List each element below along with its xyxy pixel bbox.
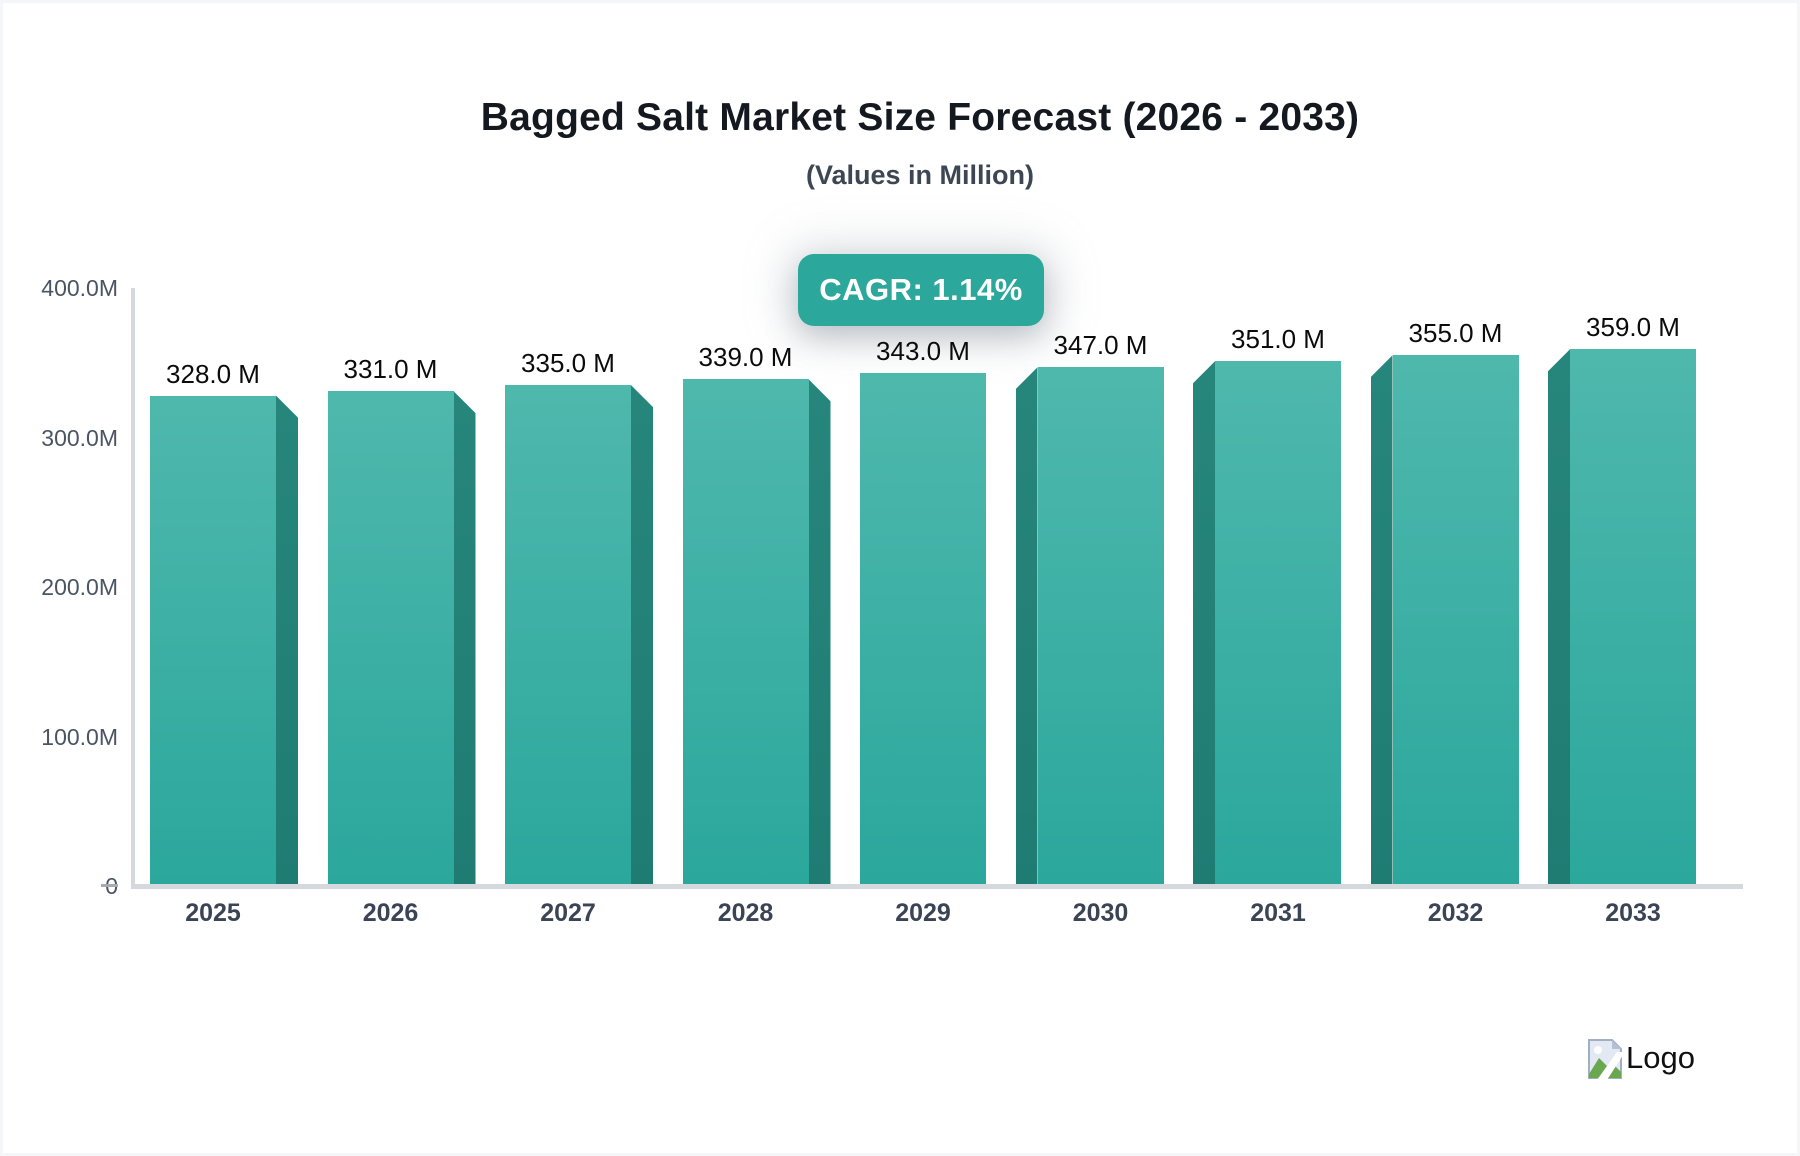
bar-value-label: 359.0 M: [1586, 312, 1680, 343]
x-axis-label: 2025: [185, 899, 241, 927]
x-axis-label: 2026: [362, 899, 419, 927]
zero-tick-mark: [101, 884, 118, 887]
x-axis-label: 2033: [1605, 899, 1661, 927]
x-axis-label: 2030: [1072, 899, 1129, 927]
broken-image-icon: [1588, 1039, 1625, 1080]
bar-face-2028: [682, 379, 809, 886]
y-axis-label: 400.0M: [41, 275, 118, 301]
y-axis-label: 200.0M: [41, 574, 118, 600]
bar-face-2025: [150, 395, 276, 886]
chart-title: Bagged Salt Market Size Forecast (2026 -…: [480, 96, 1360, 139]
bar-side-face: [1193, 361, 1215, 886]
bar-face-2026: [327, 391, 454, 886]
cagr-badge: CAGR: 1.14%: [798, 254, 1044, 326]
bar-side-face: [808, 379, 831, 886]
x-axis-label: 2032: [1427, 899, 1484, 927]
bar-face-2031: [1215, 361, 1341, 886]
bar-face-2029: [860, 373, 986, 886]
bar-value-label: 328.0 M: [166, 358, 260, 389]
bar-value-label: 351.0 M: [1231, 324, 1325, 355]
x-axis-label: 2031: [1250, 899, 1306, 927]
bar-value-label: 331.0 M: [343, 354, 438, 385]
x-axis-line: [131, 884, 1743, 889]
bar-face-2030: [1037, 367, 1164, 886]
x-axis-label: 2028: [717, 899, 774, 927]
logo: Logo: [1585, 1036, 1695, 1080]
x-axis-label: 2027: [540, 899, 596, 927]
x-axis-label: 2029: [895, 899, 951, 927]
bar-face-2027: [505, 385, 631, 886]
y-axis-line: [131, 288, 135, 886]
bar-side-face: [631, 385, 653, 886]
bar-value-label: 343.0 M: [876, 336, 970, 367]
bar-face-2033: [1570, 349, 1696, 886]
chart-subtitle: (Values in Million): [805, 160, 1035, 190]
bar-value-label: 339.0 M: [698, 342, 793, 373]
bar-side-face: [276, 395, 298, 886]
y-axis-label: 100.0M: [41, 723, 118, 750]
cagr-badge-label: CAGR: 1.14%: [819, 272, 1023, 307]
bar-side-face: [453, 391, 476, 886]
bar-value-label: 355.0 M: [1408, 318, 1503, 349]
bar-value-label: 335.0 M: [521, 348, 615, 379]
logo-text: Logo: [1626, 1040, 1695, 1075]
bar-value-label: 347.0 M: [1053, 330, 1148, 361]
bar-side-face: [1548, 349, 1570, 886]
y-axis-label: 300.0M: [41, 424, 118, 451]
bar-face-2032: [1392, 355, 1519, 886]
bar-side-face: [1370, 355, 1393, 886]
bar-side-face: [1015, 367, 1038, 886]
